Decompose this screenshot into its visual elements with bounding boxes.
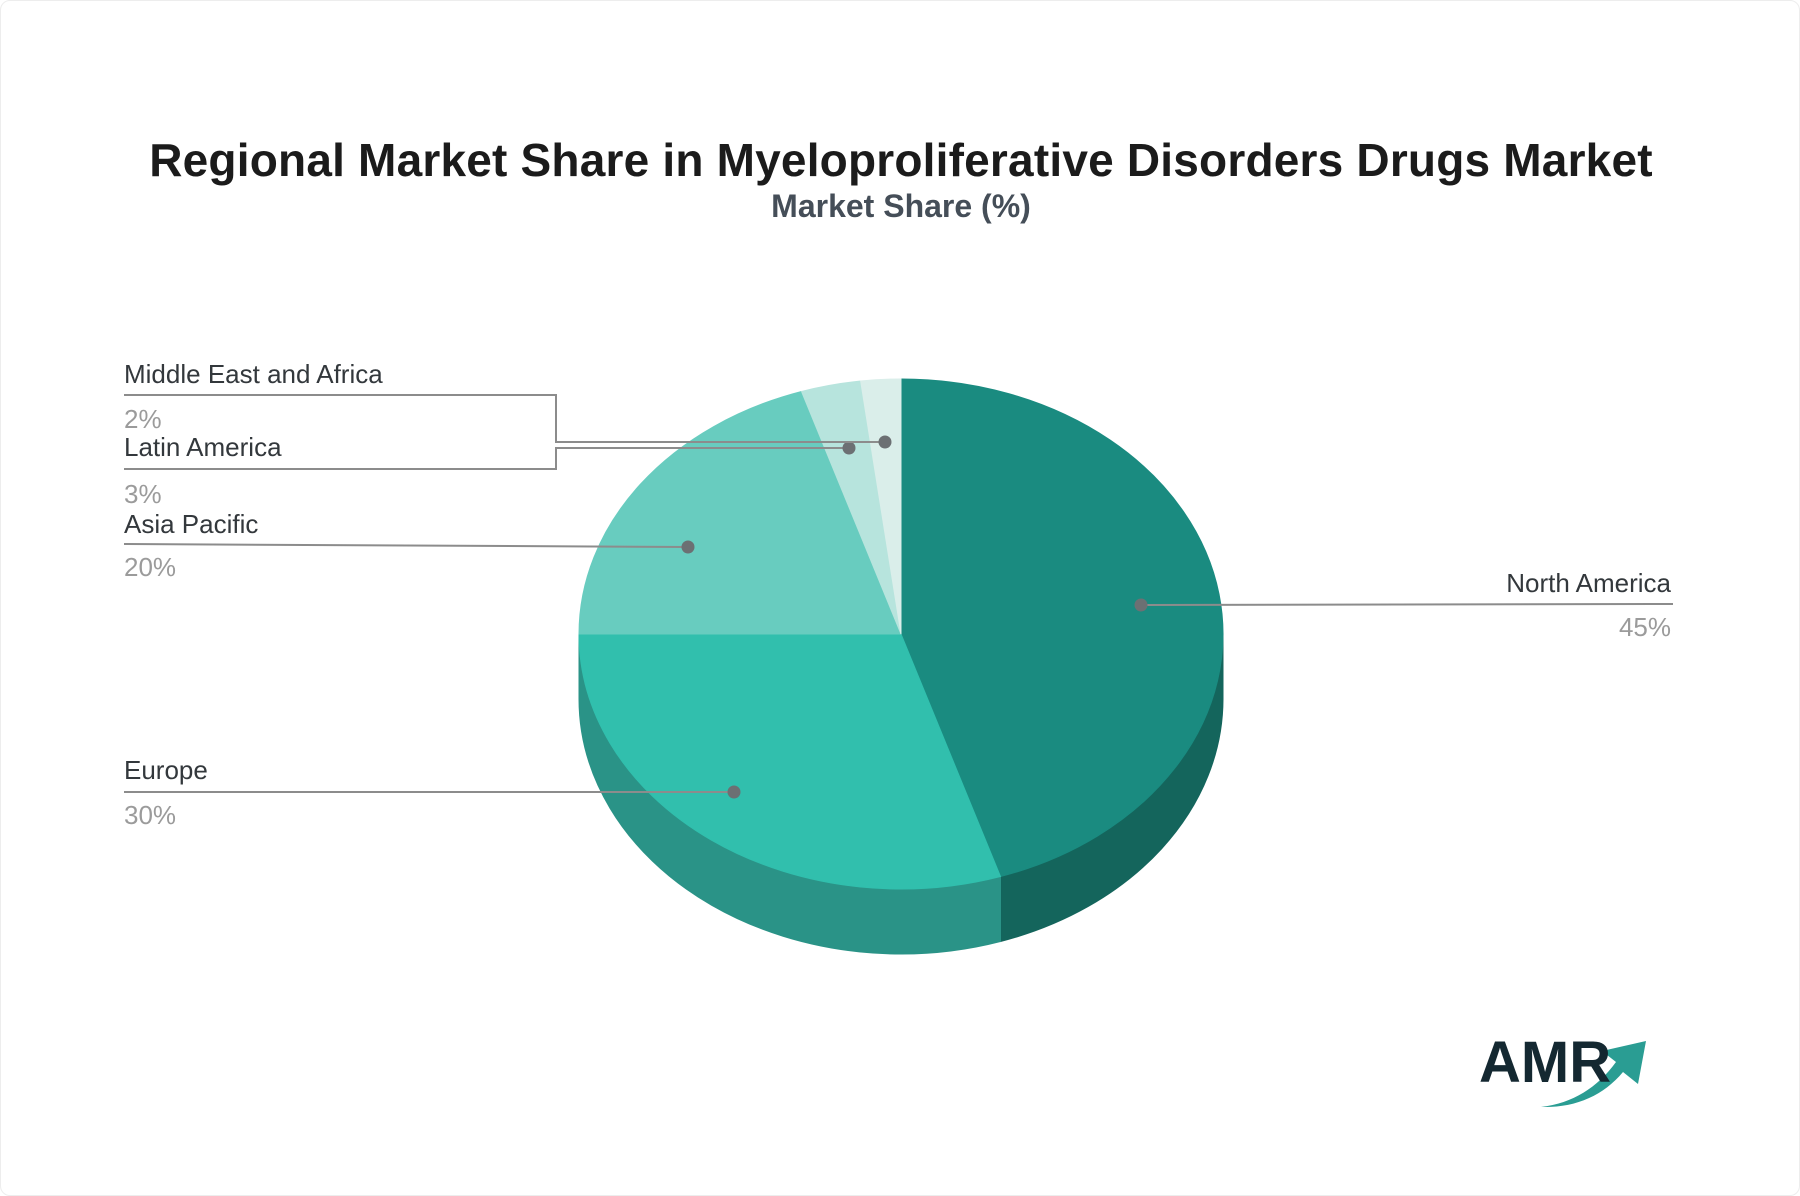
callout-name-europe: Europe [124,755,208,785]
leader-line-middle-east-and-africa [124,394,885,443]
callout-name-north-america: North America [1506,568,1671,598]
callout-name-middle-east-and-africa: Middle East and Africa [124,359,383,389]
leader-dot-latin-america [842,441,856,455]
leader-dot-north-america [1134,598,1148,612]
callout-pct-north-america: 45% [1618,612,1671,642]
leader-line-asia-pacific [123,543,689,548]
callout-pct-europe: 30% [124,800,177,830]
leader-dot-europe [727,785,741,799]
leader-dot-middle-east-and-africa [878,435,892,449]
chart-title: Regional Market Share in Myeloproliferat… [149,134,1653,186]
leader-dot-asia-pacific [681,540,695,554]
leader-line-latin-america [124,447,849,470]
chart-subtitle: Market Share (%) [771,188,1031,224]
callout-name-asia-pacific: Asia Pacific [124,509,259,539]
pie-slice-north-america [900,378,1224,878]
callout-pct-asia-pacific: 20% [124,552,177,582]
callout-name-latin-america: Latin America [124,432,282,462]
pie-slice-europe [578,633,1002,890]
callout-pct-middle-east-and-africa: 2% [124,404,162,434]
logo-text: AMR [1479,1030,1612,1095]
leader-line-north-america [1140,603,1674,606]
pie-slice-asia-pacific [578,390,902,635]
callout-pct-latin-america: 3% [124,479,162,509]
logo-arrow-icon [1541,1041,1646,1108]
